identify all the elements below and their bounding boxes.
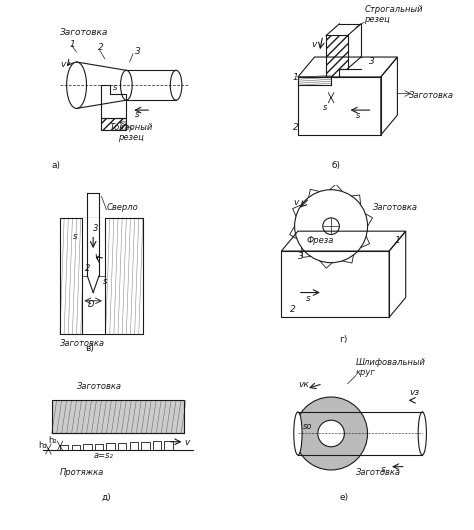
Circle shape: [295, 397, 367, 470]
Text: s: s: [381, 465, 385, 474]
Text: б): б): [331, 161, 340, 170]
Ellipse shape: [294, 412, 302, 455]
Bar: [60, 218, 143, 334]
Text: v: v: [60, 60, 65, 69]
Text: д): д): [101, 493, 111, 502]
Text: 1: 1: [394, 236, 400, 245]
Text: sо: sо: [303, 421, 312, 430]
Text: г): г): [339, 335, 348, 344]
Text: a=s₂: a=s₂: [93, 452, 113, 461]
Text: 2: 2: [98, 43, 104, 52]
Text: 3: 3: [135, 47, 140, 56]
Text: v: v: [184, 438, 190, 447]
Text: Протяжка: Протяжка: [60, 468, 104, 477]
Text: s: s: [113, 83, 118, 92]
Text: Заготовка: Заготовка: [409, 92, 454, 101]
Text: vк: vк: [298, 380, 309, 389]
Text: 3: 3: [298, 252, 304, 261]
Text: v: v: [311, 40, 317, 49]
Bar: [101, 118, 127, 130]
Text: s: s: [306, 294, 311, 303]
Text: Строгальный
резец: Строгальный резец: [364, 5, 423, 24]
Text: v: v: [95, 252, 100, 261]
Bar: [52, 400, 184, 434]
Text: а): а): [52, 161, 61, 170]
Text: s: s: [103, 277, 108, 286]
Text: в): в): [85, 343, 94, 352]
Text: е): е): [339, 493, 348, 502]
Text: s: s: [135, 110, 139, 119]
Text: Сверло: Сверло: [107, 202, 138, 211]
Text: Заготовка: Заготовка: [60, 29, 109, 38]
Text: 1: 1: [70, 40, 76, 49]
Text: h₁: h₁: [38, 441, 47, 450]
Text: D: D: [88, 301, 95, 310]
Text: Заготовка: Заготовка: [356, 468, 401, 477]
Text: h₂: h₂: [48, 436, 57, 445]
Text: v: v: [293, 198, 298, 207]
Text: 2: 2: [293, 123, 299, 132]
Text: 3: 3: [369, 57, 375, 66]
Ellipse shape: [418, 412, 427, 455]
Text: s: s: [356, 111, 360, 120]
Text: Токарный
резец: Токарный резец: [109, 122, 153, 142]
Text: Заготовка: Заготовка: [60, 339, 105, 348]
Text: s: s: [73, 233, 78, 242]
Text: 2: 2: [290, 305, 295, 314]
Text: Шлифовальный
круг: Шлифовальный круг: [356, 358, 426, 377]
Text: 3: 3: [93, 224, 99, 233]
Text: Фреза: Фреза: [306, 236, 334, 245]
Text: Заготовка: Заготовка: [77, 382, 121, 391]
Text: Заготовка: Заготовка: [373, 202, 418, 211]
Text: 1: 1: [293, 73, 299, 82]
Text: vз: vз: [409, 388, 419, 398]
Circle shape: [318, 420, 344, 447]
Bar: [82, 218, 105, 334]
Text: s: s: [323, 103, 327, 112]
Text: 2: 2: [85, 264, 90, 273]
